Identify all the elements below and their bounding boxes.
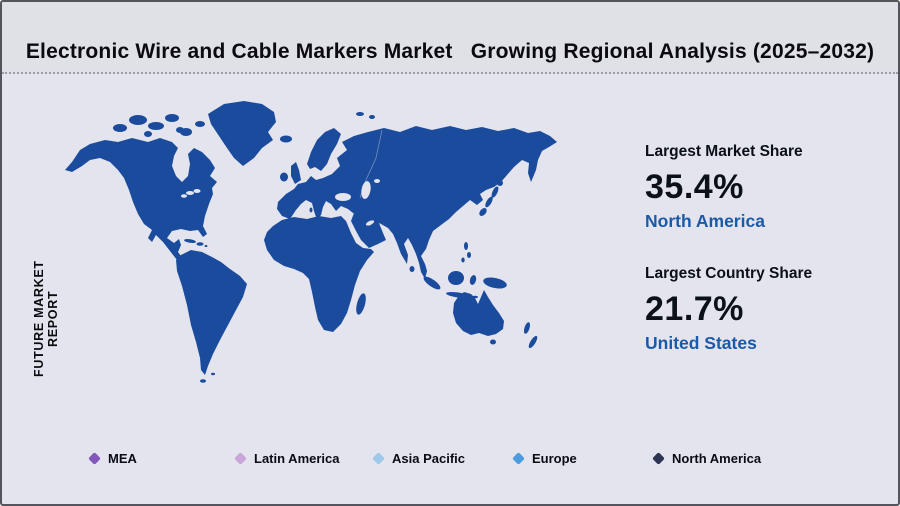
aral-sea — [374, 179, 380, 183]
stat-country-share-label: Largest Country Share — [645, 265, 813, 282]
stat-market-share-region: North America — [645, 211, 765, 231]
africa-landmass — [264, 216, 374, 332]
stat-country-share: Largest Country Share 21.7% United State… — [645, 265, 885, 354]
legend-marker-diamond-icon — [372, 451, 385, 465]
world-map-seas — [181, 179, 380, 226]
world-map-land — [65, 101, 557, 383]
legend-marker-diamond-icon — [234, 451, 247, 465]
stat-market-share: Largest Market Share 35.4% North America — [645, 143, 885, 232]
arabian-peninsula — [351, 210, 386, 248]
sulawesi — [469, 275, 477, 285]
legend-label: Latin America — [254, 450, 340, 466]
legend-item-north-america: North America — [652, 450, 762, 466]
legend-item-latin-america: Latin America — [234, 450, 340, 466]
great-lakes — [186, 191, 194, 195]
north-america-landmass — [65, 138, 217, 267]
country-border-line — [359, 129, 383, 199]
stat-country-share-region: United States — [645, 333, 757, 353]
stat-market-share-label: Largest Market Share — [645, 143, 803, 160]
legend-marker-diamond-icon — [512, 451, 525, 465]
persian-gulf — [365, 220, 375, 226]
page-title: Electronic Wire and Cable Markers Market… — [25, 40, 875, 63]
greenland-landmass — [208, 101, 276, 166]
tasmania — [490, 339, 496, 345]
stat-country-share-value: 21.7% — [645, 290, 744, 328]
stat-market-share-value: 35.4% — [645, 168, 744, 206]
legend-label: Asia Pacific — [392, 450, 465, 466]
brand-vertical-label: FUTURE MARKET REPORT — [32, 260, 60, 378]
black-sea — [335, 193, 351, 201]
legend-label: Europe — [532, 450, 577, 466]
caspian-sea — [361, 181, 371, 199]
iceland — [280, 135, 292, 143]
header-band: Electronic Wire and Cable Markers Market… — [2, 2, 898, 74]
legend-item-europe: Europe — [512, 450, 577, 466]
legend-marker-diamond-icon — [652, 451, 665, 465]
legend-label: North America — [672, 450, 762, 466]
legend-item-mea: MEA — [88, 450, 137, 466]
british-isles — [291, 162, 301, 184]
madagascar — [356, 293, 366, 315]
borneo — [448, 271, 464, 285]
sri-lanka — [409, 266, 415, 272]
legend-item-asia-pacific: Asia Pacific — [372, 450, 465, 466]
world-map — [60, 90, 632, 436]
legend-marker-diamond-icon — [88, 451, 101, 465]
scandinavia-landmass — [307, 128, 341, 171]
legend-label: MEA — [108, 450, 137, 466]
sumatra — [423, 276, 441, 290]
australia-landmass — [453, 290, 504, 336]
new-guinea — [483, 277, 507, 289]
south-america-landmass — [176, 250, 247, 375]
world-map-svg — [65, 101, 557, 383]
eurasia-landmass — [277, 126, 557, 279]
